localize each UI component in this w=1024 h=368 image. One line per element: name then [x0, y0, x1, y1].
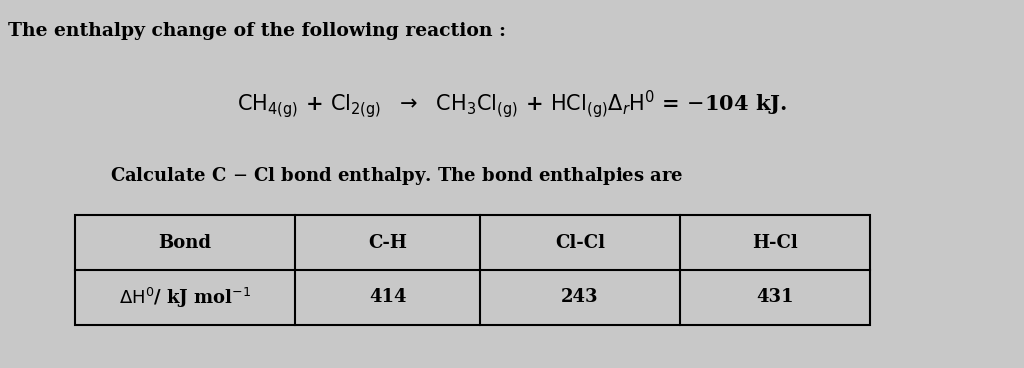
Text: 431: 431: [757, 289, 794, 307]
Text: C-H: C-H: [368, 234, 407, 251]
Text: $\Delta\mathrm{H^0}$/ kJ mol$^{-1}$: $\Delta\mathrm{H^0}$/ kJ mol$^{-1}$: [119, 286, 251, 309]
Text: H-Cl: H-Cl: [752, 234, 798, 251]
Text: 414: 414: [369, 289, 407, 307]
Text: Cl-Cl: Cl-Cl: [555, 234, 605, 251]
Text: The enthalpy change of the following reaction :: The enthalpy change of the following rea…: [8, 22, 506, 40]
Text: Bond: Bond: [159, 234, 212, 251]
Bar: [75, 215, 870, 325]
Text: Calculate C $-$ Cl bond enthalpy. The bond enthalpies are: Calculate C $-$ Cl bond enthalpy. The bo…: [110, 165, 684, 187]
Text: 243: 243: [561, 289, 599, 307]
Text: $\mathrm{CH_{4(g)}}$ + $\mathrm{Cl_{2(g)}}$  $\rightarrow$  $\mathrm{CH_3Cl_{(g): $\mathrm{CH_{4(g)}}$ + $\mathrm{Cl_{2(g)…: [237, 88, 787, 120]
